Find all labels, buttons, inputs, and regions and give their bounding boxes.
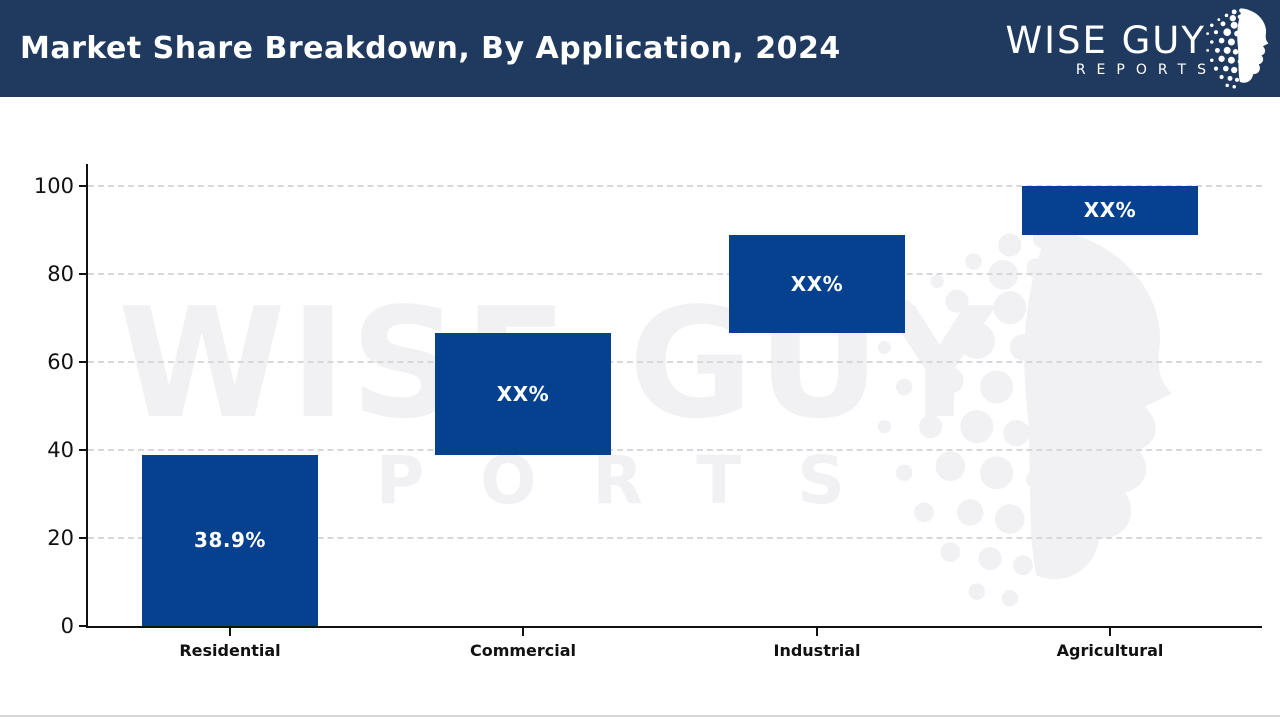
bottom-divider xyxy=(0,715,1280,717)
page-title: Market Share Breakdown, By Application, … xyxy=(20,31,841,66)
y-tick-label-40: 40 xyxy=(47,438,74,462)
logo-face-icon xyxy=(1206,8,1269,89)
y-tick-label-100: 100 xyxy=(33,174,74,198)
bar-agricultural: XX% xyxy=(1022,186,1198,235)
y-tick-label-60: 60 xyxy=(47,350,74,374)
bar-value-label: 38.9% xyxy=(194,528,266,553)
x-tick-label-commercial: Commercial xyxy=(469,641,577,660)
x-tick-agricultural xyxy=(1109,628,1111,636)
bar-industrial: XX% xyxy=(729,234,905,333)
x-axis-spine xyxy=(86,626,1262,628)
chart-plot-area: 0 20 40 60 80 100 38.9% Residential XX% Commercia… xyxy=(0,97,1280,720)
logo-subtitle: REPORTS xyxy=(1075,61,1217,78)
logo-wordmark: WISE GUY xyxy=(1005,18,1206,62)
x-tick-label-agricultural: Agricultural xyxy=(1056,641,1164,660)
y-tick-label-0: 0 xyxy=(60,614,74,638)
y-tick-label-80: 80 xyxy=(47,262,74,286)
x-tick-label-residential: Residential xyxy=(179,641,281,660)
bar-value-label: XX% xyxy=(1083,198,1137,223)
gridline-60 xyxy=(88,361,1262,363)
gridline-40 xyxy=(88,449,1262,451)
gridline-80 xyxy=(88,273,1262,275)
bar-residential: 38.9% xyxy=(142,454,318,626)
watermark-face-icon xyxy=(877,228,1172,607)
gridline-100 xyxy=(88,185,1262,187)
y-tick-80 xyxy=(79,273,88,275)
y-tick-label-20: 20 xyxy=(47,526,74,550)
header-bar: Market Share Breakdown, By Application, … xyxy=(0,0,1280,97)
x-tick-residential xyxy=(229,628,231,636)
bar-commercial: XX% xyxy=(435,332,611,455)
logo-text: WISE GUY REPORTS xyxy=(1006,22,1206,77)
y-axis-spine xyxy=(86,164,88,628)
gridline-20 xyxy=(88,537,1262,539)
y-tick-100 xyxy=(79,185,88,187)
y-tick-40 xyxy=(79,449,88,451)
x-tick-label-industrial: Industrial xyxy=(773,641,861,660)
y-tick-60 xyxy=(79,361,88,363)
x-tick-commercial xyxy=(522,628,524,636)
x-tick-industrial xyxy=(816,628,818,636)
y-tick-20 xyxy=(79,537,88,539)
wise-guy-reports-logo: WISE GUY REPORTS xyxy=(1006,6,1272,92)
bar-value-label: XX% xyxy=(496,381,550,406)
bar-value-label: XX% xyxy=(790,271,844,296)
y-tick-0 xyxy=(79,625,88,627)
